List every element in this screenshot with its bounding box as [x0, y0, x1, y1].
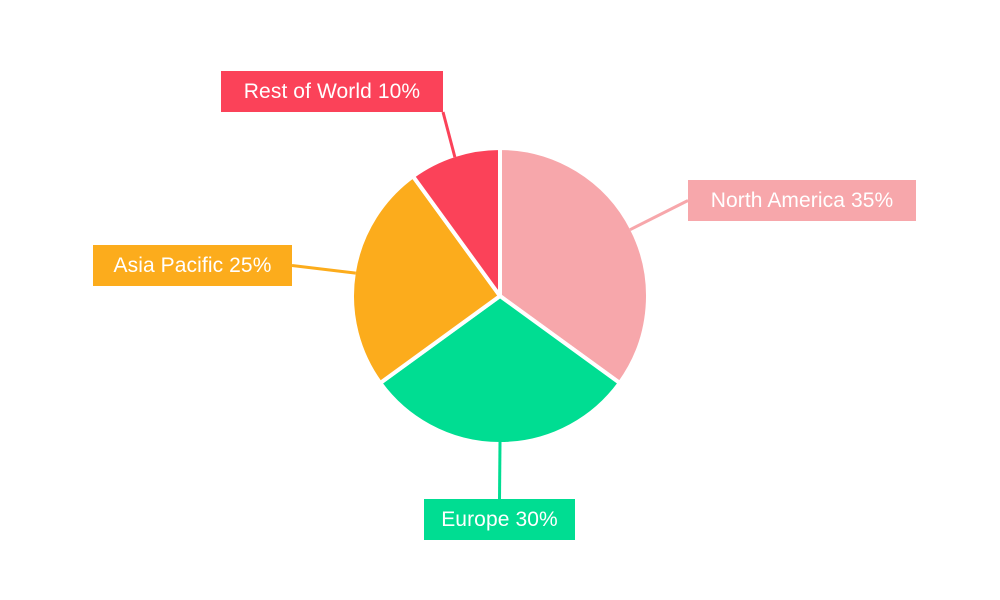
- pie-label-rest-of-world[interactable]: Rest of World 10%: [221, 71, 443, 112]
- leader-lines-group: [291, 111, 689, 500]
- pie-label-europe[interactable]: Europe 30%: [424, 499, 575, 540]
- leader-line-europe: [498, 441, 502, 500]
- leader-line-asia-pacific: [291, 264, 356, 275]
- leader-line-rest-of-world: [441, 111, 457, 158]
- pie-label-asia-pacific[interactable]: Asia Pacific 25%: [93, 245, 292, 286]
- pie-label-north-america[interactable]: North America 35%: [688, 180, 916, 221]
- leader-line-north-america: [629, 199, 689, 232]
- pie-slices-group: [350, 146, 650, 446]
